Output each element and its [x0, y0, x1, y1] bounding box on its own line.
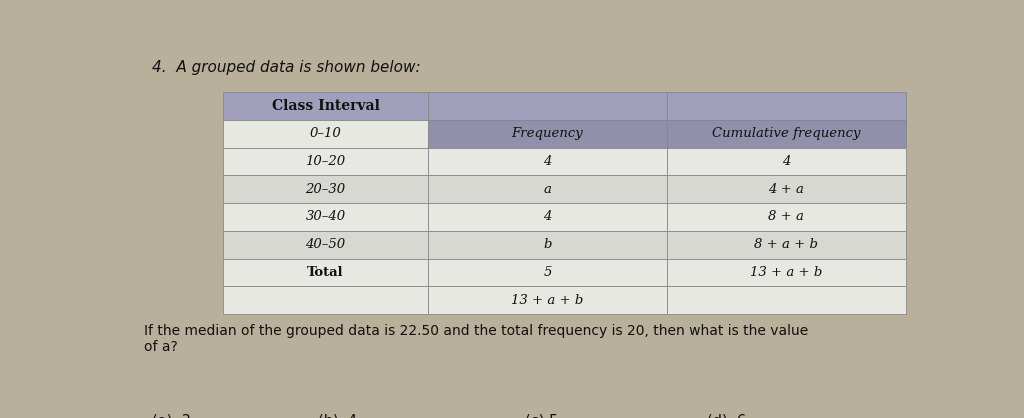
Text: 8 + a + b: 8 + a + b — [755, 238, 818, 251]
Text: (b)  4: (b) 4 — [318, 414, 357, 418]
Bar — [428, 286, 667, 314]
Text: 10–20: 10–20 — [305, 155, 346, 168]
Text: If the median of the grouped data is 22.50 and the total frequency is 20, then w: If the median of the grouped data is 22.… — [143, 324, 808, 354]
Bar — [667, 259, 905, 286]
Bar — [667, 148, 905, 175]
Text: 30–40: 30–40 — [305, 210, 346, 224]
Text: 4: 4 — [782, 155, 791, 168]
Bar — [428, 120, 667, 148]
Bar — [428, 203, 667, 231]
Text: 4: 4 — [543, 155, 552, 168]
Text: 5: 5 — [543, 266, 552, 279]
Bar — [223, 286, 428, 314]
Text: 13 + a + b: 13 + a + b — [751, 266, 822, 279]
Text: 0–10: 0–10 — [309, 127, 341, 140]
Bar — [428, 259, 667, 286]
Text: Class Interval: Class Interval — [271, 99, 380, 113]
Bar — [667, 92, 905, 120]
Bar — [667, 175, 905, 203]
Bar — [428, 231, 667, 259]
Bar — [667, 286, 905, 314]
Text: Total: Total — [307, 266, 344, 279]
Text: 4.  A grouped data is shown below:: 4. A grouped data is shown below: — [152, 60, 421, 75]
Text: (a)  3: (a) 3 — [152, 414, 190, 418]
Bar — [223, 92, 428, 120]
Text: 8 + a: 8 + a — [768, 210, 804, 224]
Bar — [223, 175, 428, 203]
Bar — [223, 203, 428, 231]
Bar — [667, 231, 905, 259]
Text: Cumulative frequency: Cumulative frequency — [712, 127, 860, 140]
Text: Frequency: Frequency — [512, 127, 584, 140]
Text: 13 + a + b: 13 + a + b — [511, 294, 584, 307]
Bar — [223, 259, 428, 286]
Bar — [667, 120, 905, 148]
Text: b: b — [543, 238, 552, 251]
Bar — [223, 120, 428, 148]
Text: (d)  6: (d) 6 — [708, 414, 746, 418]
Bar — [428, 148, 667, 175]
Text: 20–30: 20–30 — [305, 183, 346, 196]
Bar — [428, 175, 667, 203]
Text: 4 + a: 4 + a — [768, 183, 804, 196]
Bar — [223, 231, 428, 259]
Bar — [428, 92, 667, 120]
Text: a: a — [544, 183, 551, 196]
Bar — [667, 203, 905, 231]
Text: (c) 5: (c) 5 — [524, 414, 558, 418]
Bar — [223, 148, 428, 175]
Text: 4: 4 — [543, 210, 552, 224]
Text: 40–50: 40–50 — [305, 238, 346, 251]
